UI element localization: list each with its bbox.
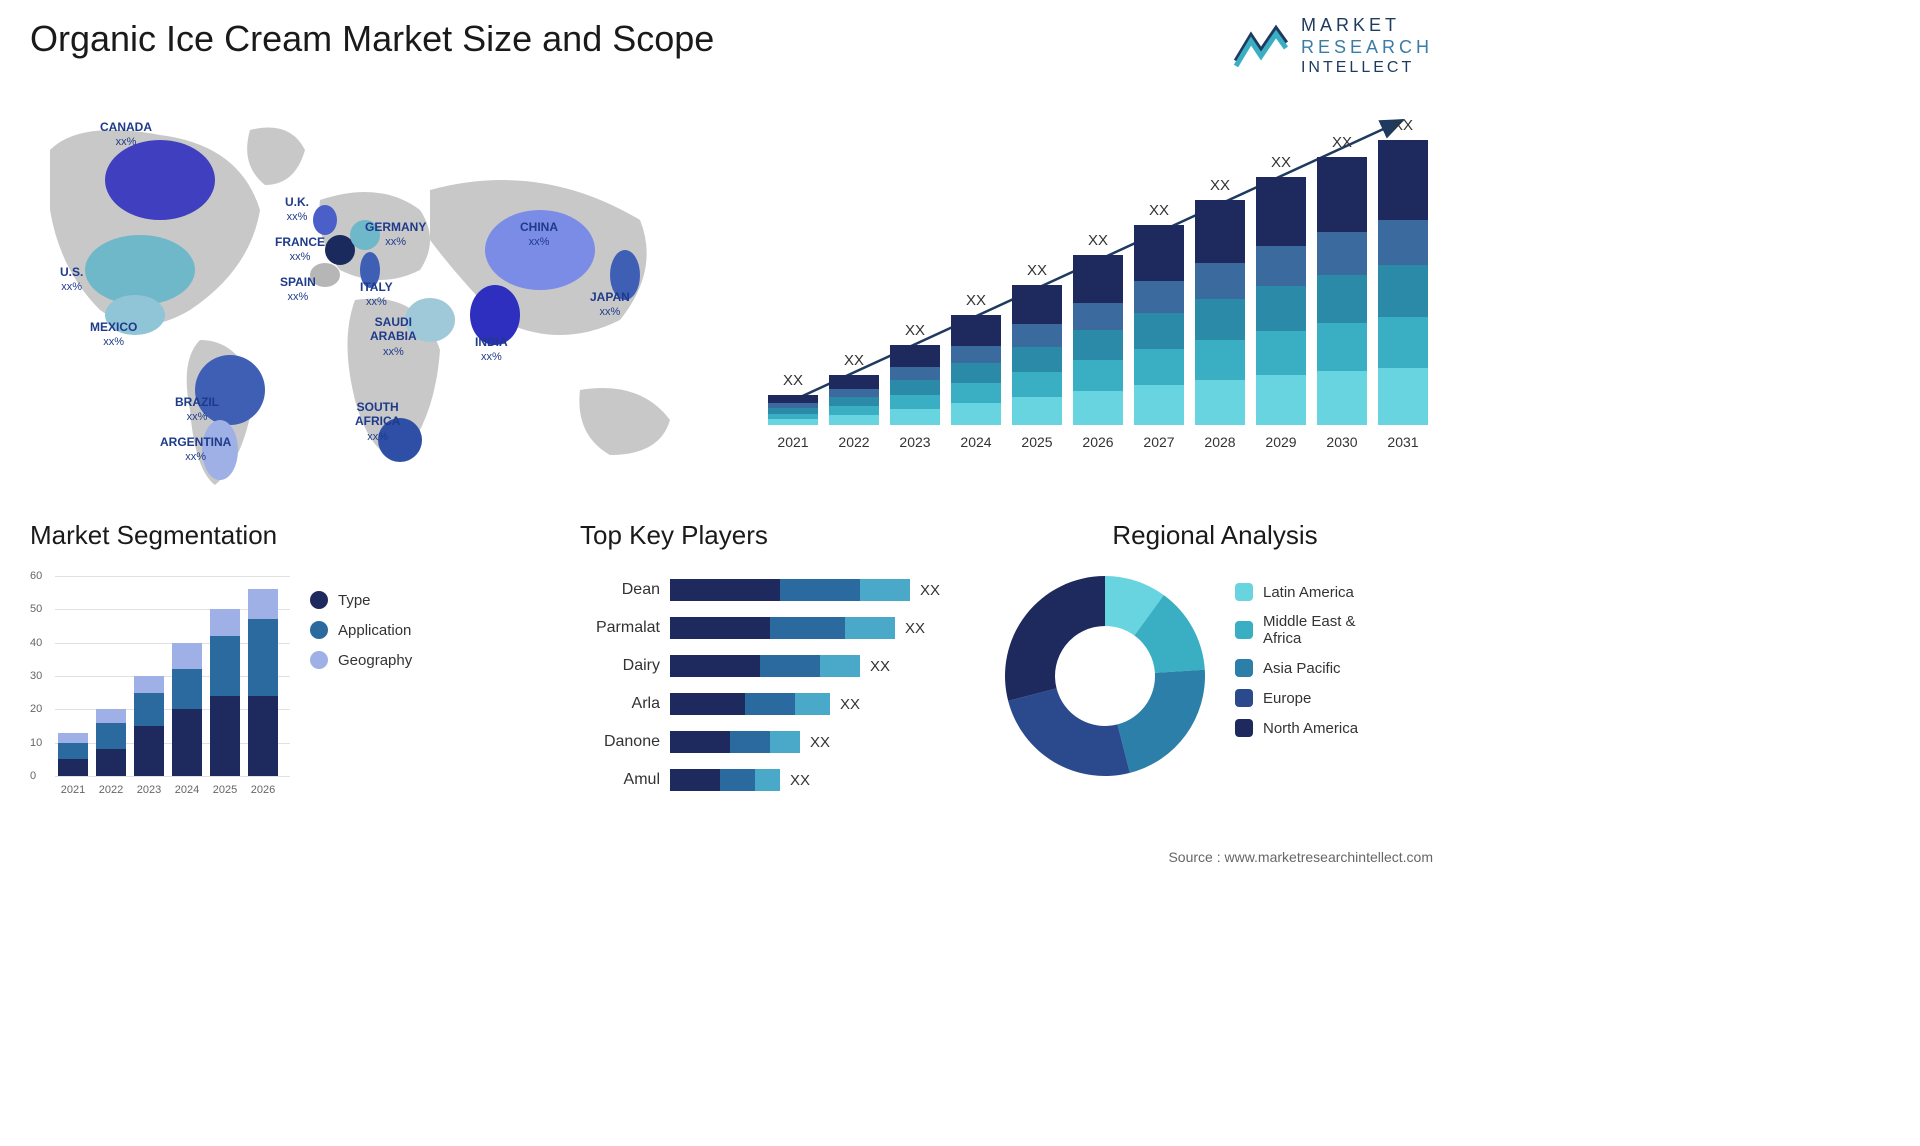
- country-label: FRANCExx%: [275, 235, 325, 265]
- players-chart: DeanXX ParmalatXX DairyXX ArlaXX DanoneXX Amu…: [580, 576, 980, 794]
- player-row: ParmalatXX: [580, 614, 980, 642]
- growth-value-label: XX: [1149, 202, 1169, 219]
- player-row: DairyXX: [580, 652, 980, 680]
- growth-bar: [1317, 157, 1367, 425]
- growth-bar: [1195, 200, 1245, 425]
- country-label: U.S.xx%: [60, 265, 83, 295]
- country-label: CHINAxx%: [520, 220, 558, 250]
- seg-legend-item: Application: [310, 621, 412, 639]
- growth-bar: [890, 345, 940, 425]
- logo-line3: INTELLECT: [1301, 58, 1433, 77]
- growth-year-label: 2027: [1134, 434, 1184, 450]
- growth-bar: [1134, 225, 1184, 425]
- growth-year-label: 2029: [1256, 434, 1306, 450]
- logo-line1: MARKET: [1301, 15, 1433, 37]
- segmentation-chart: 0102030405060202120222023202420252026: [30, 566, 290, 796]
- growth-value-label: XX: [905, 322, 925, 339]
- growth-year-label: 2022: [829, 434, 879, 450]
- growth-value-label: XX: [1210, 177, 1230, 194]
- region-donut: [1000, 571, 1210, 781]
- growth-value-label: XX: [844, 352, 864, 369]
- growth-value-label: XX: [1332, 134, 1352, 151]
- seg-legend-item: Geography: [310, 651, 412, 669]
- country-label: ITALYxx%: [360, 280, 393, 310]
- growth-value-label: XX: [783, 372, 803, 389]
- region-heading: Regional Analysis: [1000, 520, 1430, 551]
- seg-bar: [96, 709, 126, 776]
- growth-bar: [1012, 285, 1062, 425]
- growth-bar: [829, 375, 879, 425]
- growth-year-label: 2023: [890, 434, 940, 450]
- country-label: SPAINxx%: [280, 275, 316, 305]
- country-label: INDIAxx%: [475, 335, 508, 365]
- growth-value-label: XX: [1393, 117, 1413, 134]
- growth-value-label: XX: [1271, 154, 1291, 171]
- growth-bar: [1378, 140, 1428, 425]
- player-row: DanoneXX: [580, 728, 980, 756]
- seg-bar: [172, 643, 202, 776]
- country-label: MEXICOxx%: [90, 320, 137, 350]
- logo-icon: [1231, 21, 1291, 71]
- seg-legend-item: Type: [310, 591, 412, 609]
- segmentation-heading: Market Segmentation: [30, 520, 440, 551]
- players-panel: Top Key Players DeanXX ParmalatXX DairyXX A…: [580, 520, 980, 804]
- growth-value-label: XX: [1027, 262, 1047, 279]
- growth-chart: 2021 XX 2022 XX 2023 XX 2024 XX 2025 XX 2026 XX 2027…: [763, 95, 1433, 475]
- growth-bar: [1256, 177, 1306, 425]
- growth-year-label: 2024: [951, 434, 1001, 450]
- country-label: SOUTHAFRICAxx%: [355, 400, 400, 444]
- country-label: CANADAxx%: [100, 120, 152, 150]
- region-legend-item: Asia Pacific: [1235, 659, 1358, 677]
- page-title: Organic Ice Cream Market Size and Scope: [30, 18, 714, 60]
- country-label: ARGENTINAxx%: [160, 435, 231, 465]
- region-legend-item: Latin America: [1235, 583, 1358, 601]
- growth-bar: [768, 395, 818, 425]
- player-row: AmulXX: [580, 766, 980, 794]
- growth-year-label: 2026: [1073, 434, 1123, 450]
- brand-logo: MARKET RESEARCH INTELLECT: [1231, 15, 1433, 77]
- country-label: BRAZILxx%: [175, 395, 219, 425]
- region-legend-item: Middle East &Africa: [1235, 613, 1358, 647]
- segmentation-legend: Type Application Geography: [310, 591, 412, 681]
- region-legend: Latin America Middle East &Africa Asia Pac…: [1235, 583, 1358, 749]
- source-attribution: Source : www.marketresearchintellect.com: [1168, 849, 1433, 865]
- growth-bar: [951, 315, 1001, 425]
- growth-year-label: 2021: [768, 434, 818, 450]
- growth-value-label: XX: [966, 292, 986, 309]
- growth-year-label: 2028: [1195, 434, 1245, 450]
- region-legend-item: North America: [1235, 719, 1358, 737]
- seg-bar: [210, 609, 240, 776]
- country-label: U.K.xx%: [285, 195, 309, 225]
- world-map-panel: CANADAxx% U.S.xx% MEXICOxx% BRAZILxx% ARGENT…: [20, 90, 720, 490]
- growth-value-label: XX: [1088, 232, 1108, 249]
- growth-year-label: 2025: [1012, 434, 1062, 450]
- player-row: ArlaXX: [580, 690, 980, 718]
- seg-bar: [248, 589, 278, 776]
- country-label: SAUDIARABIAxx%: [370, 315, 417, 359]
- growth-bar: [1073, 255, 1123, 425]
- region-panel: Regional Analysis Latin America Middle Ea…: [1000, 520, 1430, 781]
- region-legend-item: Europe: [1235, 689, 1358, 707]
- player-row: DeanXX: [580, 576, 980, 604]
- seg-bar: [58, 733, 88, 776]
- segmentation-panel: Market Segmentation 01020304050602021202…: [30, 520, 440, 796]
- growth-year-label: 2030: [1317, 434, 1367, 450]
- logo-line2: RESEARCH: [1301, 37, 1433, 59]
- country-label: JAPANxx%: [590, 290, 630, 320]
- players-heading: Top Key Players: [580, 520, 980, 551]
- country-label: GERMANYxx%: [365, 220, 426, 250]
- seg-bar: [134, 676, 164, 776]
- growth-year-label: 2031: [1378, 434, 1428, 450]
